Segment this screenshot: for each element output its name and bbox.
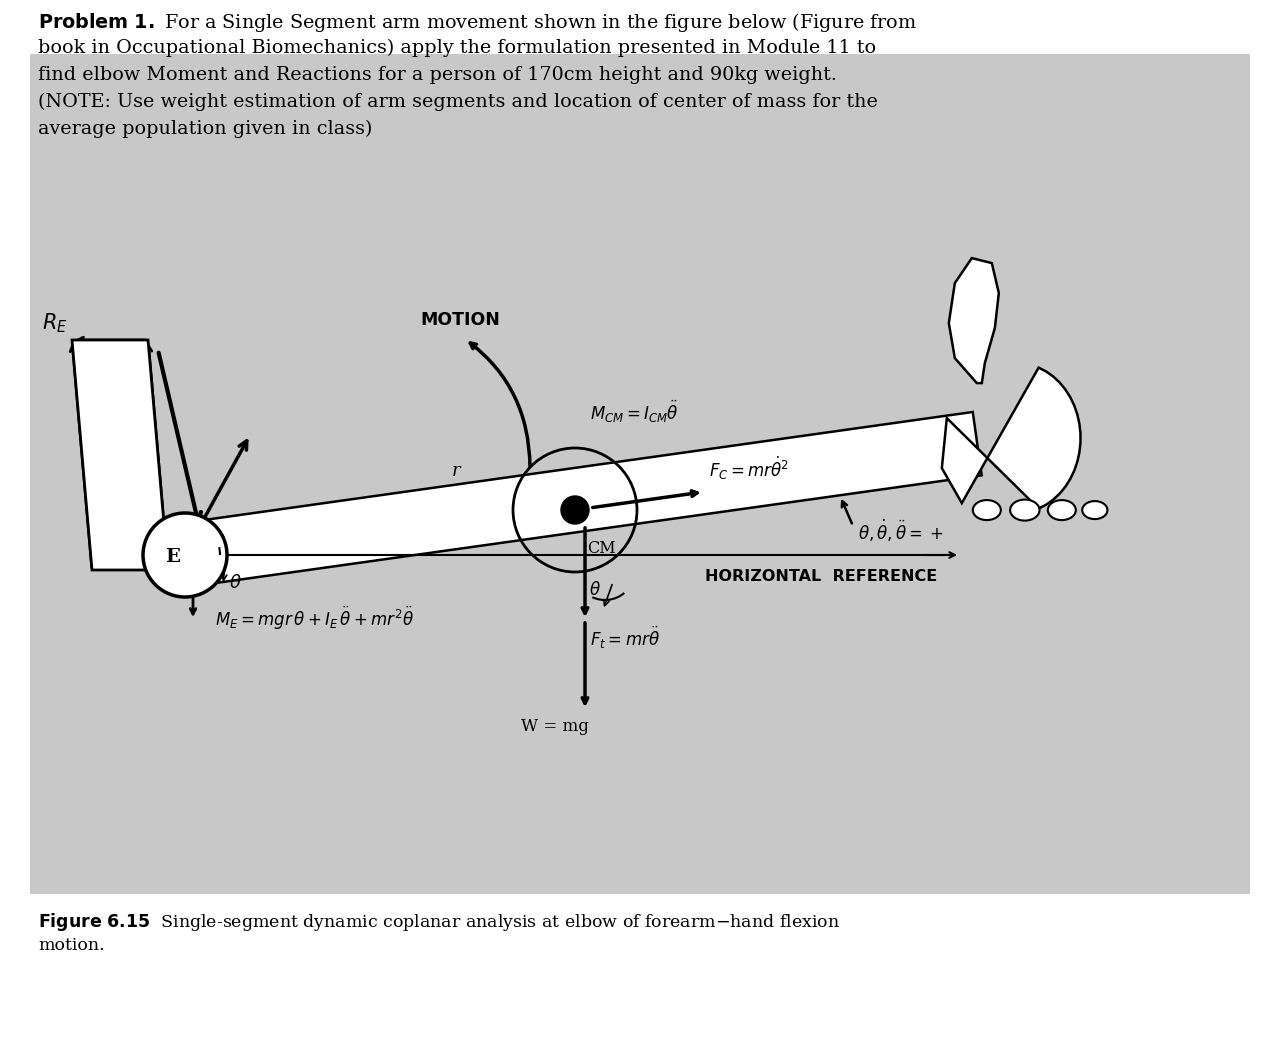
Bar [29, 53, 1251, 894]
Text: CM: CM [588, 540, 616, 557]
Text: $\theta, \dot{\theta}, \ddot{\theta} = +$: $\theta, \dot{\theta}, \ddot{\theta} = +… [858, 518, 943, 544]
Ellipse shape [1082, 501, 1107, 519]
Text: $F_C = mr\dot{\theta}^2$: $F_C = mr\dot{\theta}^2$ [709, 455, 788, 481]
Polygon shape [948, 258, 998, 383]
Text: MOTION: MOTION [420, 311, 500, 329]
Text: $R_E$: $R_E$ [42, 312, 68, 335]
Text: motion.: motion. [38, 937, 105, 954]
Ellipse shape [1048, 500, 1075, 520]
Text: $M_{CM} = I_{CM}\ddot{\theta}$: $M_{CM} = I_{CM}\ddot{\theta}$ [590, 399, 678, 425]
Text: HORIZONTAL  REFERENCE: HORIZONTAL REFERENCE [705, 569, 937, 584]
Text: average population given in class): average population given in class) [38, 120, 372, 138]
Polygon shape [180, 412, 982, 586]
Circle shape [561, 496, 589, 524]
Text: $M_E = mgr\,\theta + I_E\,\ddot{\theta} + mr^2\ddot{\theta}$: $M_E = mgr\,\theta + I_E\,\ddot{\theta} … [215, 605, 415, 633]
Text: find elbow Moment and Reactions for a person of 170cm height and 90kg weight.: find elbow Moment and Reactions for a pe… [38, 66, 837, 84]
Text: $\theta$: $\theta$ [589, 581, 600, 599]
Text: W = mg: W = mg [521, 718, 589, 735]
Ellipse shape [1010, 499, 1039, 520]
Text: $\theta$: $\theta$ [229, 574, 242, 592]
Text: book in Occupational Biomechanics) apply the formulation presented in Module 11 : book in Occupational Biomechanics) apply… [38, 39, 876, 58]
Text: (NOTE: Use weight estimation of arm segments and location of center of mass for : (NOTE: Use weight estimation of arm segm… [38, 93, 878, 111]
Text: r: r [452, 463, 461, 480]
Text: $\mathbf{Figure\ 6.15}$  Single-segment dynamic coplanar analysis at elbow of fo: $\mathbf{Figure\ 6.15}$ Single-segment d… [38, 911, 840, 933]
Text: E: E [165, 548, 179, 566]
Text: $\mathbf{Problem\ 1.}$ For a Single Segment arm movement shown in the figure bel: $\mathbf{Problem\ 1.}$ For a Single Segm… [38, 10, 916, 34]
Ellipse shape [973, 500, 1001, 520]
Circle shape [143, 513, 227, 597]
Polygon shape [942, 367, 1080, 509]
Polygon shape [72, 340, 168, 570]
Text: $F_t = mr\ddot{\theta}$: $F_t = mr\ddot{\theta}$ [590, 625, 660, 651]
